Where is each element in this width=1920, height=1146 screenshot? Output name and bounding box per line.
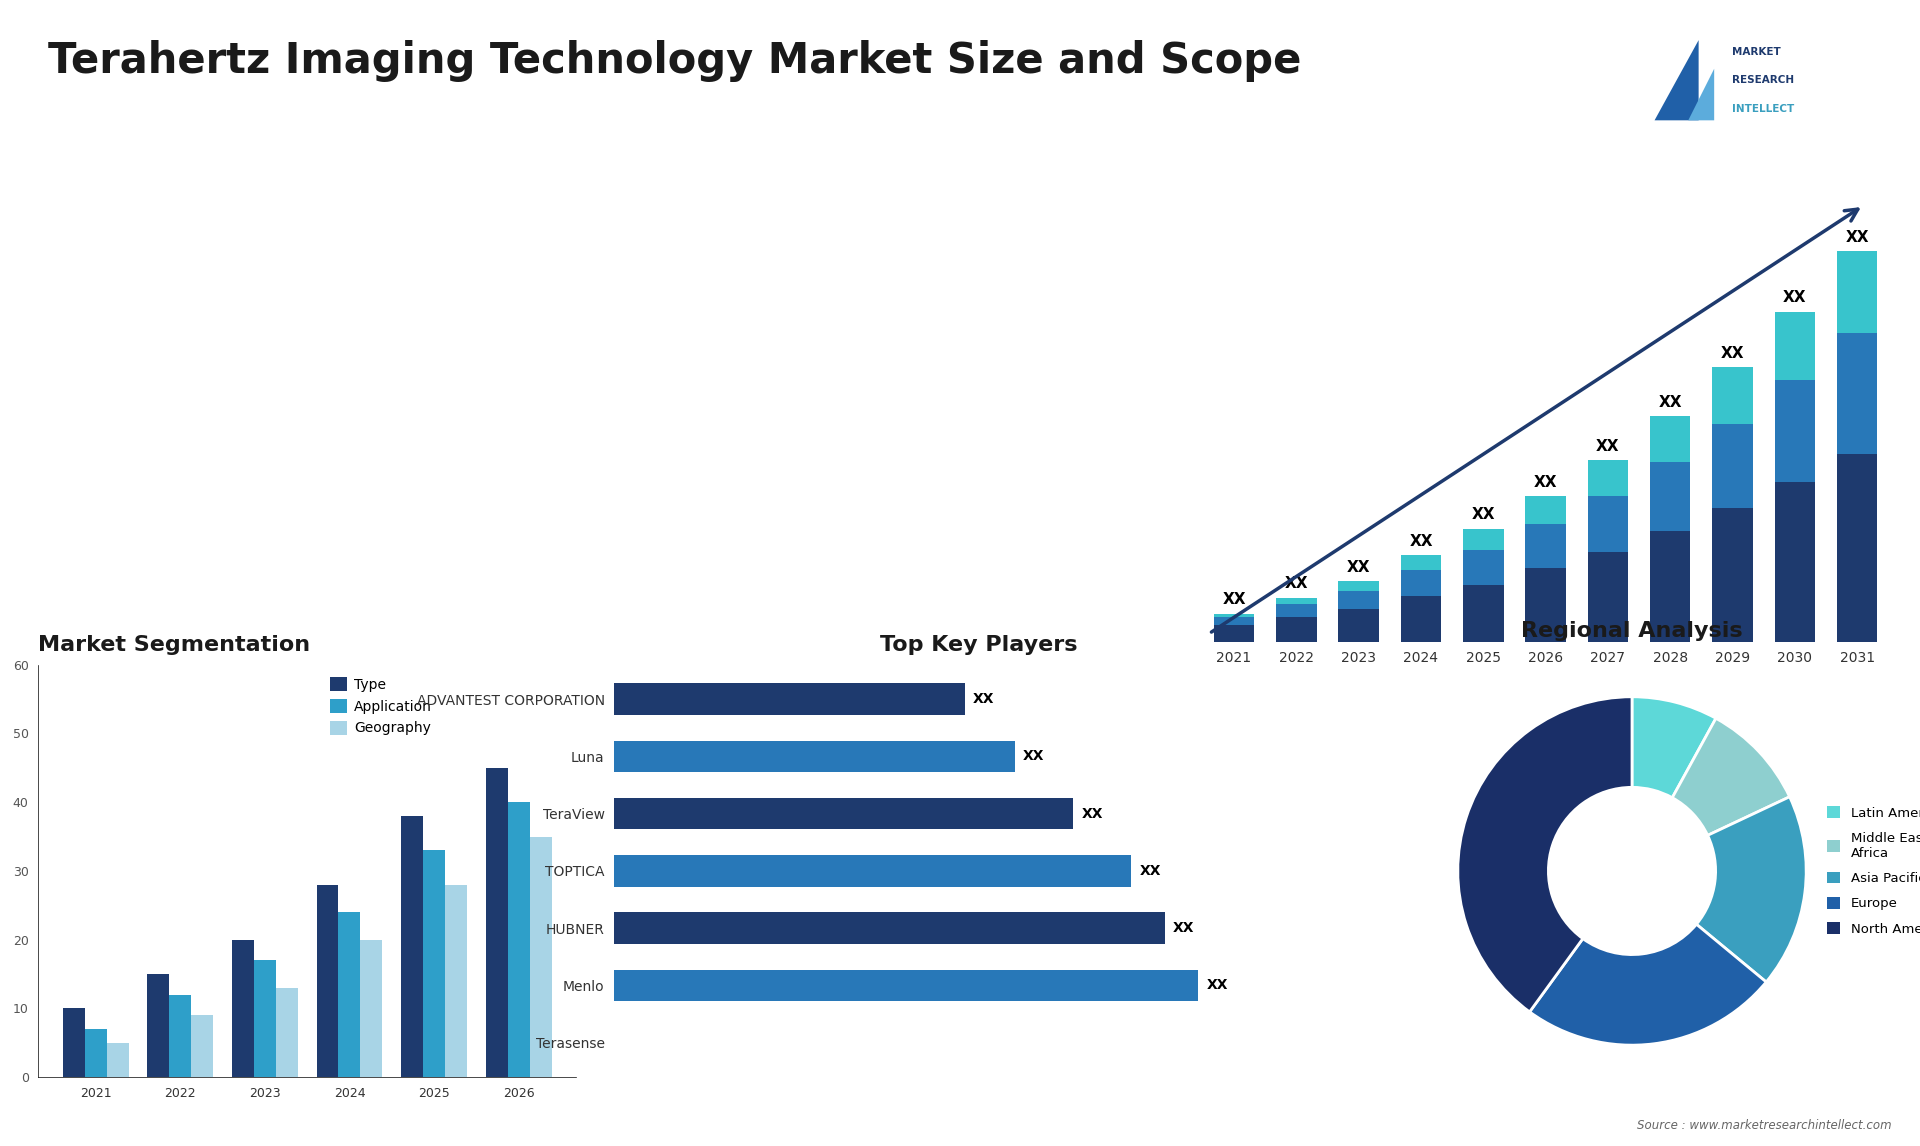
- Title: Regional Analysis: Regional Analysis: [1521, 620, 1743, 641]
- Bar: [1774, 380, 1814, 481]
- Text: XX: XX: [1223, 592, 1246, 607]
- Bar: [338, 912, 361, 1077]
- Bar: [530, 837, 551, 1077]
- Bar: [1649, 462, 1690, 531]
- Bar: [169, 995, 192, 1077]
- Bar: [84, 1029, 108, 1077]
- Bar: [614, 683, 964, 715]
- Bar: [507, 802, 530, 1077]
- Bar: [1713, 367, 1753, 424]
- Bar: [1338, 581, 1379, 591]
- Bar: [1524, 524, 1567, 568]
- Bar: [1277, 598, 1317, 604]
- Text: XX: XX: [1023, 749, 1044, 763]
- Text: XX: XX: [1140, 864, 1162, 878]
- Bar: [614, 970, 1198, 1002]
- Bar: [486, 768, 507, 1077]
- Bar: [1649, 531, 1690, 642]
- Bar: [1774, 312, 1814, 380]
- Bar: [1402, 570, 1442, 596]
- Text: XX: XX: [1206, 979, 1229, 992]
- Legend: Type, Application, Geography: Type, Application, Geography: [324, 672, 438, 741]
- Bar: [1837, 251, 1878, 333]
- Bar: [401, 816, 422, 1077]
- Bar: [1463, 529, 1503, 550]
- Wedge shape: [1672, 719, 1789, 835]
- Bar: [614, 855, 1131, 887]
- Bar: [108, 1043, 129, 1077]
- Bar: [1837, 454, 1878, 642]
- Title: Top Key Players: Top Key Players: [881, 635, 1077, 654]
- Polygon shape: [1688, 69, 1715, 120]
- Text: MARKET: MARKET: [1732, 47, 1782, 56]
- Bar: [614, 912, 1165, 944]
- Text: Market Segmentation: Market Segmentation: [38, 635, 311, 654]
- Text: Terahertz Imaging Technology Market Size and Scope: Terahertz Imaging Technology Market Size…: [48, 40, 1302, 83]
- Wedge shape: [1632, 697, 1716, 798]
- Text: XX: XX: [1596, 439, 1620, 454]
- Bar: [445, 885, 467, 1077]
- Bar: [1588, 496, 1628, 552]
- Bar: [1338, 609, 1379, 642]
- Bar: [1277, 618, 1317, 642]
- Text: RESEARCH: RESEARCH: [1732, 76, 1795, 85]
- Bar: [1338, 591, 1379, 609]
- Bar: [1837, 333, 1878, 454]
- Text: XX: XX: [1348, 559, 1371, 575]
- Polygon shape: [1655, 40, 1699, 120]
- Wedge shape: [1457, 697, 1632, 1012]
- Bar: [1463, 584, 1503, 642]
- Legend: Latin America, Middle East &
Africa, Asia Pacific, Europe, North America: Latin America, Middle East & Africa, Asi…: [1822, 801, 1920, 941]
- Bar: [614, 740, 1014, 772]
- Bar: [1213, 626, 1254, 642]
- Text: Source : www.marketresearchintellect.com: Source : www.marketresearchintellect.com: [1636, 1120, 1891, 1132]
- Bar: [1713, 424, 1753, 508]
- Bar: [148, 974, 169, 1077]
- Bar: [192, 1015, 213, 1077]
- Bar: [1402, 596, 1442, 642]
- Text: XX: XX: [1534, 474, 1557, 489]
- Bar: [1588, 461, 1628, 496]
- Bar: [317, 885, 338, 1077]
- Wedge shape: [1530, 925, 1766, 1045]
- Bar: [1213, 614, 1254, 618]
- Text: XX: XX: [1845, 229, 1868, 245]
- Text: XX: XX: [1173, 921, 1194, 935]
- Bar: [253, 960, 276, 1077]
- Wedge shape: [1697, 796, 1807, 982]
- Bar: [1774, 481, 1814, 642]
- Bar: [1277, 604, 1317, 618]
- Text: XX: XX: [1659, 394, 1682, 410]
- Bar: [422, 850, 445, 1077]
- Bar: [1463, 550, 1503, 584]
- Bar: [276, 988, 298, 1077]
- Bar: [1213, 618, 1254, 626]
- Bar: [1649, 416, 1690, 462]
- Bar: [1588, 552, 1628, 642]
- Bar: [1524, 496, 1567, 524]
- Bar: [232, 940, 253, 1077]
- Text: XX: XX: [1409, 534, 1432, 549]
- Bar: [63, 1008, 84, 1077]
- Text: INTELLECT: INTELLECT: [1732, 104, 1795, 113]
- Text: XX: XX: [1784, 290, 1807, 305]
- Text: XX: XX: [1471, 508, 1496, 523]
- Bar: [361, 940, 382, 1077]
- Text: XX: XX: [1284, 576, 1308, 591]
- Bar: [1402, 555, 1442, 570]
- Text: XX: XX: [1081, 807, 1102, 821]
- Bar: [1713, 508, 1753, 642]
- Bar: [614, 798, 1073, 830]
- Bar: [1524, 568, 1567, 642]
- Text: XX: XX: [1720, 346, 1743, 361]
- Text: XX: XX: [973, 692, 995, 706]
